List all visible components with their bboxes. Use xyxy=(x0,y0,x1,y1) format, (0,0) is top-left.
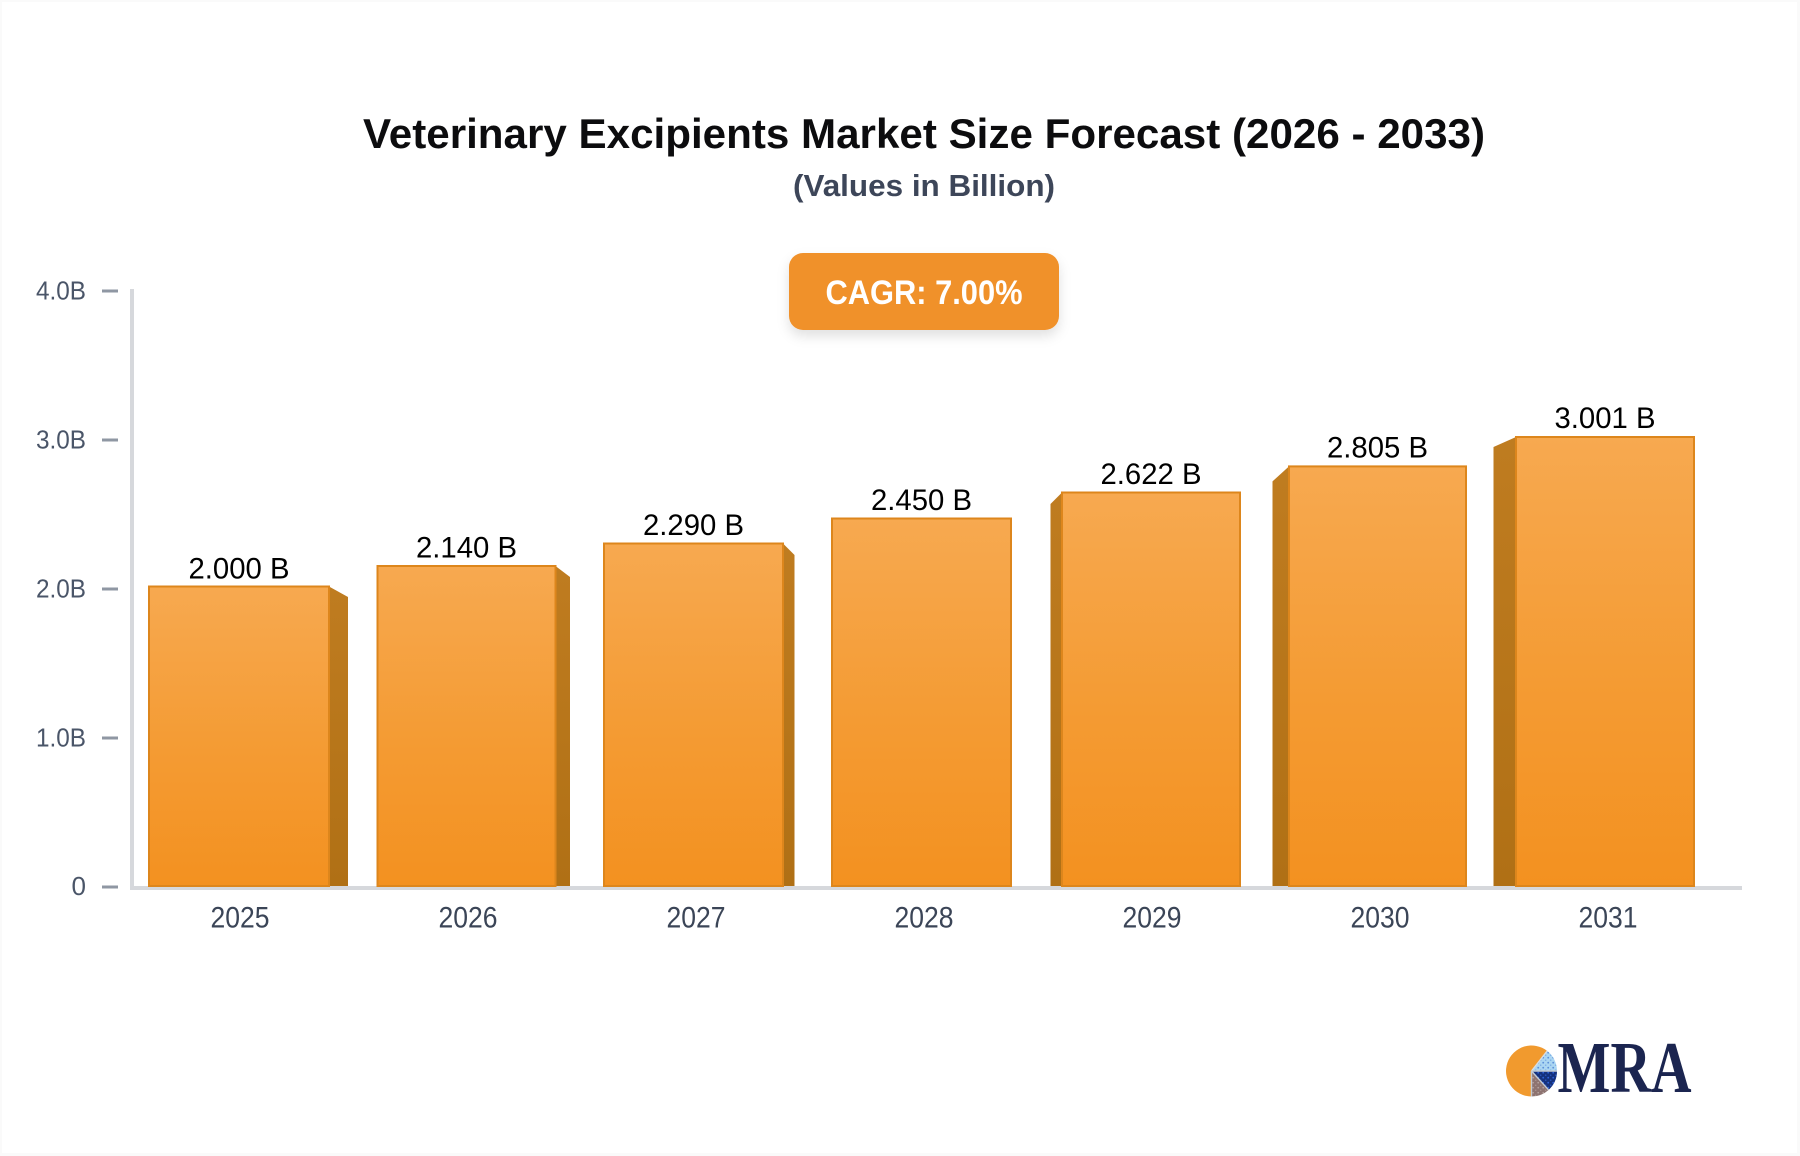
svg-text:1.0B: 1.0B xyxy=(36,723,86,753)
svg-text:3.001 B: 3.001 B xyxy=(1555,402,1656,435)
svg-text:2.140 B: 2.140 B xyxy=(416,531,517,564)
svg-text:2027: 2027 xyxy=(667,902,726,935)
svg-text:0: 0 xyxy=(72,871,86,901)
svg-text:2026: 2026 xyxy=(439,902,498,935)
svg-text:2031: 2031 xyxy=(1579,902,1638,935)
svg-text:2028: 2028 xyxy=(895,902,954,935)
svg-text:MRA: MRA xyxy=(1558,1027,1692,1108)
svg-text:Veterinary Excipients Market S: Veterinary Excipients Market Size Foreca… xyxy=(363,110,1485,157)
svg-text:(Values in Billion): (Values in Billion) xyxy=(793,168,1055,203)
svg-text:2030: 2030 xyxy=(1351,902,1410,935)
svg-text:2.000 B: 2.000 B xyxy=(189,553,290,586)
svg-text:2.450 B: 2.450 B xyxy=(871,484,972,517)
svg-text:2.290 B: 2.290 B xyxy=(643,509,744,542)
svg-text:2029: 2029 xyxy=(1123,902,1182,935)
svg-text:2.805 B: 2.805 B xyxy=(1327,432,1428,465)
svg-text:CAGR: 7.00%: CAGR: 7.00% xyxy=(826,274,1023,312)
svg-text:2.0B: 2.0B xyxy=(36,574,86,604)
svg-text:4.0B: 4.0B xyxy=(36,276,86,306)
svg-text:3.0B: 3.0B xyxy=(36,425,86,455)
svg-text:2025: 2025 xyxy=(211,902,270,935)
svg-text:2.622 B: 2.622 B xyxy=(1101,458,1202,491)
